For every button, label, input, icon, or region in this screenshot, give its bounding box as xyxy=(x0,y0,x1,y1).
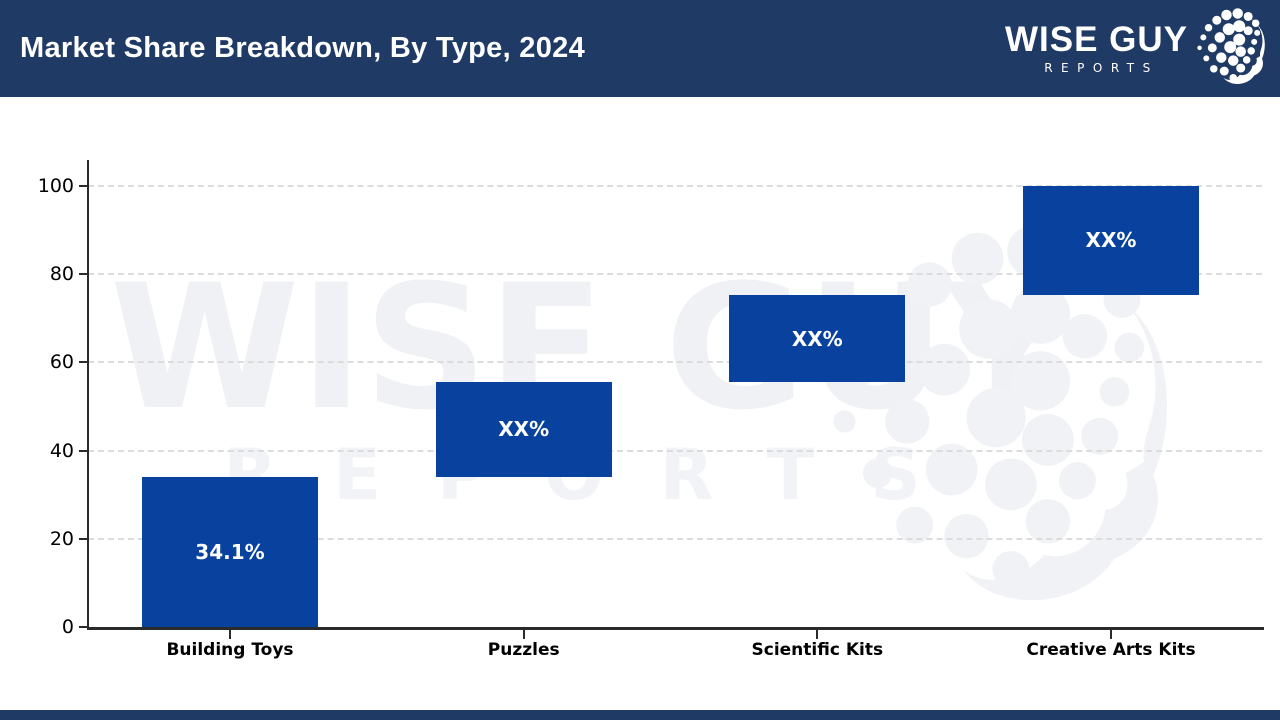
x-category-label: Puzzles xyxy=(487,640,560,660)
y-axis-tick-label: 40 xyxy=(49,439,74,462)
y-axis-tick-label: 80 xyxy=(49,263,74,286)
x-category-label: Creative Arts Kits xyxy=(1026,640,1196,660)
y-axis-tick-label: 60 xyxy=(49,351,74,374)
bar-segment: XX% xyxy=(1023,186,1199,295)
footer-bar xyxy=(0,710,1280,720)
bar-value-label: 34.1% xyxy=(195,539,265,564)
x-tick-mark xyxy=(1110,630,1112,639)
bar-segment: XX% xyxy=(435,382,612,477)
y-axis-tick-label: 0 xyxy=(61,616,74,638)
y-tick-mark xyxy=(79,626,88,628)
y-tick-mark xyxy=(79,185,88,187)
bar-value-label: XX% xyxy=(1085,228,1137,253)
y-tick-mark xyxy=(79,537,88,540)
gridline xyxy=(88,537,1262,540)
logo-wordmark: WISE GUY xyxy=(1004,20,1188,59)
x-category-label: Scientific Kits xyxy=(751,640,884,660)
wiseguy-logo: WISE GUY REPORTS xyxy=(1005,6,1266,92)
x-category-label: Building Toys xyxy=(166,640,294,660)
x-tick-mark xyxy=(522,630,525,639)
bar-value-label: XX% xyxy=(498,417,550,442)
page-title: Market Share Breakdown, By Type, 2024 xyxy=(20,32,586,64)
wiseguy-face-icon xyxy=(1197,7,1265,84)
gridline xyxy=(88,361,1262,364)
y-axis-line xyxy=(87,160,89,630)
x-axis-line xyxy=(87,627,1264,630)
watermark-face-icon xyxy=(833,225,1167,601)
bar-segment: XX% xyxy=(729,294,906,383)
y-axis-tick-label: 100 xyxy=(37,175,74,197)
y-tick-mark xyxy=(79,361,88,364)
gridline xyxy=(88,185,1262,187)
bar-value-label: XX% xyxy=(791,326,843,351)
x-tick-mark xyxy=(816,630,819,639)
bar-segment: 34.1% xyxy=(142,476,318,627)
y-tick-mark xyxy=(79,273,88,276)
gridline xyxy=(88,449,1262,452)
report-header: Market Share Breakdown, By Type, 2024 WI… xyxy=(0,0,1280,97)
logo-subtitle: REPORTS xyxy=(1044,61,1159,75)
y-tick-mark xyxy=(79,449,88,452)
x-tick-mark xyxy=(229,630,231,639)
y-axis-tick-label: 20 xyxy=(49,527,74,550)
gridline xyxy=(88,273,1262,276)
